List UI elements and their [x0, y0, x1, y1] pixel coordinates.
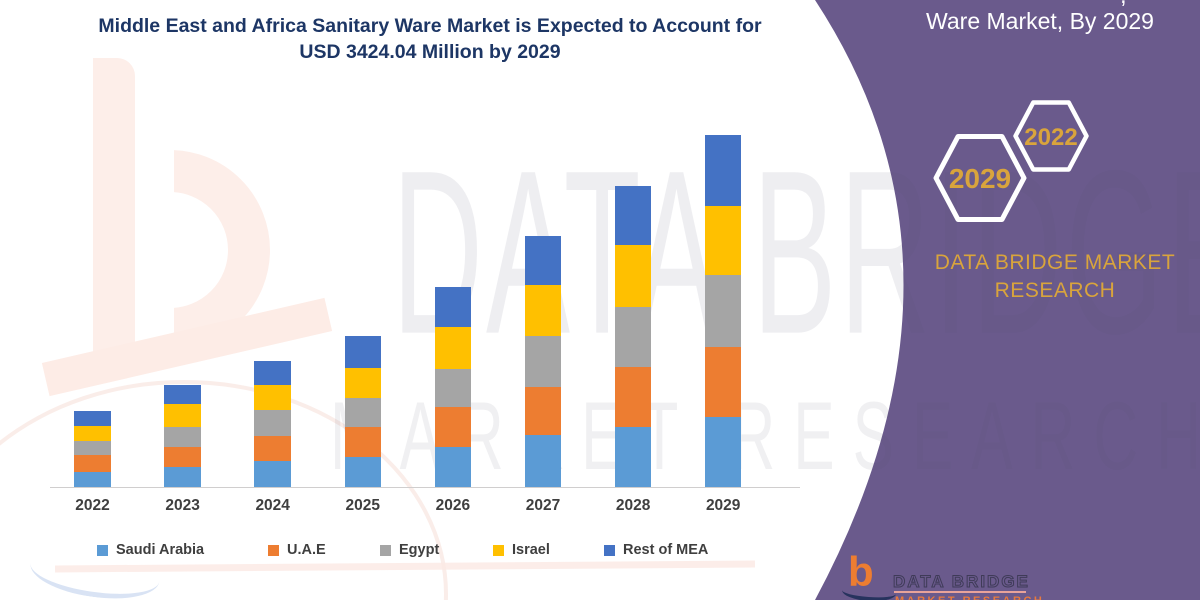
bar-2029-segment-egypt: [704, 275, 742, 347]
bar-2028-segment-rest-of-mea: [614, 186, 652, 245]
bar-2022-segment-israel: [74, 426, 111, 441]
bar-2024-segment-egypt: [254, 410, 291, 437]
panel-caption: Ware Market, By 2029: [926, 8, 1154, 34]
bar-2028-segment-israel: [614, 244, 652, 307]
bar-2029: [704, 135, 742, 487]
bar-2027-segment-israel: [524, 285, 562, 337]
legend-label-u-a-e: U.A.E: [287, 542, 326, 558]
legend-item-rest-of-mea: Rest of MEA: [604, 542, 708, 558]
bar-2028-segment-u-a-e: [614, 367, 652, 427]
bar-2026-segment-rest-of-mea: [434, 287, 472, 328]
bar-2027-segment-egypt: [524, 336, 562, 388]
bar-2025-segment-rest-of-mea: [344, 336, 382, 369]
x-label-2022: 2022: [75, 497, 110, 514]
legend-item-saudi-arabia: Saudi Arabia: [97, 542, 204, 558]
bar-2024-segment-rest-of-mea: [254, 360, 291, 385]
chart-title-line2: USD 3424.04 Million by 2029: [299, 41, 561, 63]
bar-2027-segment-saudi-arabia: [524, 435, 562, 487]
legend-swatch-rest-of-mea: [604, 544, 615, 556]
hexagon-2029-outline: [933, 134, 1027, 222]
legend-label-egypt: Egypt: [399, 542, 440, 558]
purple-panel-shape: [815, 0, 1200, 600]
bar-2026-segment-u-a-e: [434, 407, 472, 448]
bar-2026: [434, 287, 472, 487]
legend-swatch-u-a-e: [268, 544, 279, 556]
bar-2025: [344, 336, 382, 487]
x-label-2029: 2029: [705, 497, 741, 514]
bar-2026-segment-egypt: [434, 368, 472, 408]
bar-2023: [164, 384, 201, 487]
footer-logo-b-icon: b: [848, 548, 874, 595]
hexagon-2022-outline: [1013, 100, 1089, 172]
legend-label-rest-of-mea: Rest of MEA: [623, 542, 709, 558]
bar-2028-segment-saudi-arabia: [614, 427, 652, 487]
bar-2025-segment-u-a-e: [344, 427, 382, 458]
bar-2023-segment-egypt: [164, 427, 201, 447]
x-label-2026: 2026: [435, 497, 471, 514]
bar-2023-segment-israel: [164, 404, 201, 427]
x-label-2028: 2028: [615, 497, 651, 514]
footer-logo-swoosh-icon: [841, 581, 897, 600]
bar-2022-segment-rest-of-mea: [74, 411, 111, 427]
bar-2024-segment-u-a-e: [254, 436, 291, 461]
legend-item-u-a-e: U.A.E: [268, 542, 326, 558]
panel-brand-line2: RESEARCH: [994, 279, 1116, 302]
bar-2029-segment-u-a-e: [704, 347, 742, 417]
bar-2023-segment-saudi-arabia: [164, 467, 201, 487]
chart-title-line1: Middle East and Africa Sanitary Ware Mar…: [98, 15, 762, 37]
bar-2022-segment-egypt: [74, 440, 111, 456]
x-axis-line: [50, 487, 800, 488]
panel-brand-line1: DATA BRIDGE MARKET: [934, 251, 1176, 274]
x-label-2023: 2023: [165, 497, 200, 514]
bar-2022-segment-saudi-arabia: [74, 471, 111, 487]
footer-logo: b DATA BRIDGE MARKET RESEARCH: [840, 550, 1160, 600]
bar-2026-segment-saudi-arabia: [434, 447, 472, 487]
hexagon-year-2029: 2029: [948, 163, 1012, 194]
hexagon-year-2022: 2022: [1024, 124, 1078, 151]
legend-item-israel: Israel: [493, 542, 550, 558]
bar-2025-segment-israel: [344, 368, 382, 399]
bar-2027-segment-rest-of-mea: [524, 236, 562, 286]
hexagon-badges: [933, 100, 1089, 222]
bar-2029-segment-saudi-arabia: [704, 417, 742, 487]
bar-2025-segment-saudi-arabia: [344, 457, 382, 487]
footer-sub-text: MARKET RESEARCH: [895, 595, 1044, 600]
bar-2029-segment-israel: [704, 206, 742, 276]
legend-label-israel: Israel: [512, 542, 550, 558]
bar-2022: [74, 411, 111, 487]
bar-2022-segment-u-a-e: [74, 455, 111, 472]
bar-2028-segment-egypt: [614, 307, 652, 367]
panel-brand-text: DATA BRIDGE MARKET RESEARCH: [930, 249, 1180, 305]
chart-title: Middle East and Africa Sanitary Ware Mar…: [30, 13, 830, 65]
bar-2027: [524, 236, 562, 487]
footer-brand-underline: [894, 591, 1026, 593]
bar-2028: [614, 186, 652, 487]
x-label-2024: 2024: [255, 497, 290, 514]
bar-2024-segment-israel: [254, 384, 291, 411]
bar-2024-segment-saudi-arabia: [254, 460, 291, 487]
legend-swatch-saudi-arabia: [97, 544, 108, 556]
bar-2027-segment-u-a-e: [524, 387, 562, 436]
x-label-2025: 2025: [345, 497, 381, 514]
legend-item-egypt: Egypt: [380, 542, 439, 558]
legend-swatch-egypt: [380, 544, 391, 556]
bar-2026-segment-israel: [434, 327, 472, 369]
bar-2025-segment-egypt: [344, 398, 382, 428]
x-label-2027: 2027: [525, 497, 561, 514]
legend-swatch-israel: [493, 544, 504, 556]
bar-2024: [254, 360, 291, 487]
legend-label-saudi-arabia: Saudi Arabia: [116, 542, 205, 558]
bar-2023-segment-rest-of-mea: [164, 384, 201, 405]
bar-2023-segment-u-a-e: [164, 447, 201, 467]
footer-brand-text: DATA BRIDGE: [893, 572, 1030, 592]
bar-2029-segment-rest-of-mea: [704, 135, 742, 207]
panel-caption-clipped-fragment: ,: [1120, 0, 1127, 10]
